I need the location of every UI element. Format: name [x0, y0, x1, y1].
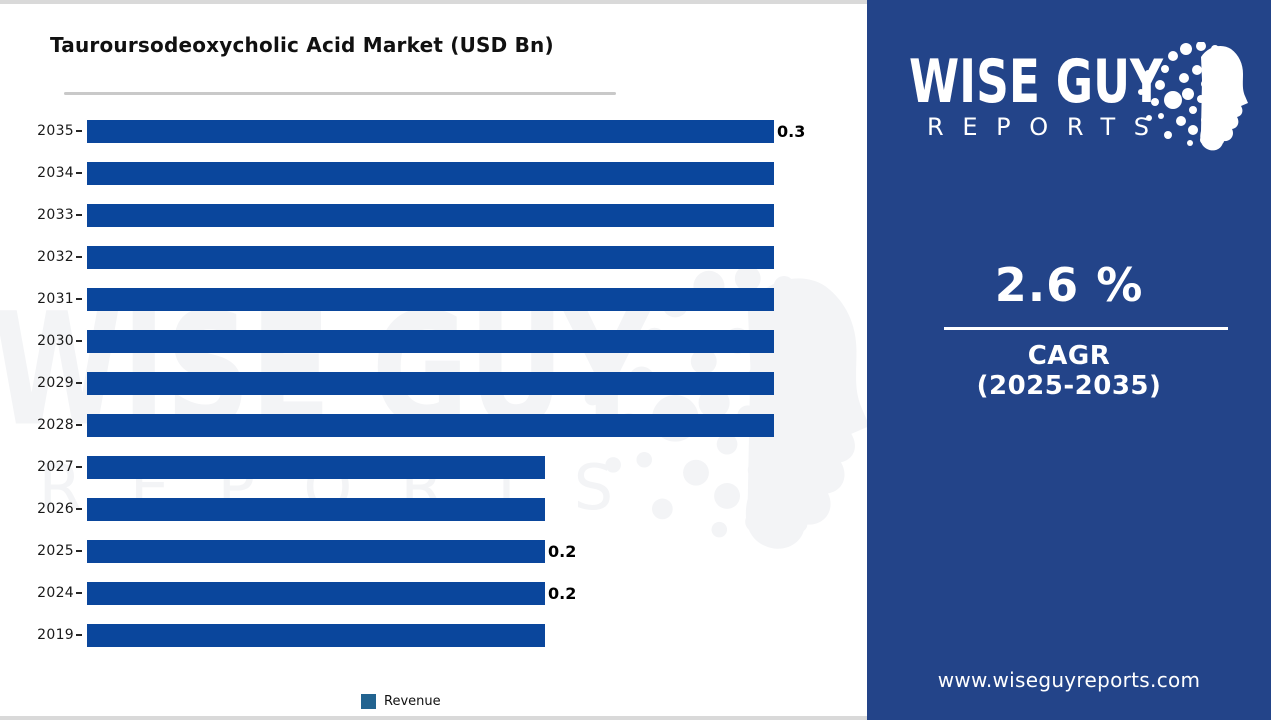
cagr-divider [944, 327, 1228, 330]
revenue-bar [87, 161, 774, 185]
y-axis-tick [76, 214, 82, 216]
revenue-bar [87, 539, 545, 563]
bar-row: 2025 0.2 [0, 530, 867, 572]
y-axis-tick [76, 382, 82, 384]
bar-value-label: 0.3 [777, 121, 806, 141]
legend: Revenue [361, 694, 441, 709]
bottom-border-strip [0, 716, 867, 720]
bar-row: 2033 [0, 194, 867, 236]
y-axis-tick-label: 2034 [37, 165, 74, 181]
bar-row: 2029 [0, 362, 867, 404]
revenue-bar [87, 371, 774, 395]
revenue-bar [87, 413, 774, 437]
y-axis-tick [76, 592, 82, 594]
y-axis-tick-label: 2019 [37, 627, 74, 643]
y-axis-tick [76, 508, 82, 510]
y-axis-tick-label: 2026 [37, 501, 74, 517]
revenue-bar [87, 119, 774, 143]
bar-row: 2027 [0, 446, 867, 488]
bar-row: 2026 [0, 488, 867, 530]
bar-row: 2024 0.2 [0, 572, 867, 614]
y-axis-tick [76, 340, 82, 342]
revenue-bar [87, 245, 774, 269]
website-url: www.wiseguyreports.com [937, 668, 1201, 692]
y-axis-tick-label: 2030 [37, 333, 74, 349]
y-axis-tick-label: 2029 [37, 375, 74, 391]
y-axis-tick [76, 634, 82, 636]
bar-row: 2031 [0, 278, 867, 320]
y-axis-tick [76, 466, 82, 468]
title-divider [64, 92, 616, 95]
bar-value-label: 0.2 [548, 541, 577, 561]
wiseguy-logo [909, 42, 1249, 157]
y-axis-tick [76, 550, 82, 552]
bar-row: 2028 [0, 404, 867, 446]
chart-panel: Tauroursodeoxycholic Acid Market (USD Bn… [0, 0, 867, 720]
revenue-bar [87, 287, 774, 311]
bar-row: 2019 [0, 614, 867, 656]
y-axis-tick [76, 298, 82, 300]
y-axis-tick [76, 256, 82, 258]
legend-swatch [361, 694, 376, 709]
y-axis-tick-label: 2033 [37, 207, 74, 223]
legend-label: Revenue [384, 694, 441, 709]
y-axis-tick-label: 2031 [37, 291, 74, 307]
bar-chart: 2035 0.3 2034 2033 2032 2031 2030 2029 2028 2027 2… [0, 110, 867, 656]
revenue-bar [87, 581, 545, 605]
y-axis-tick-label: 2027 [37, 459, 74, 475]
y-axis-tick [76, 130, 82, 132]
bar-value-label: 0.2 [548, 583, 577, 603]
revenue-bar [87, 203, 774, 227]
bar-row: 2032 [0, 236, 867, 278]
bar-row: 2030 [0, 320, 867, 362]
y-axis-tick [76, 172, 82, 174]
revenue-bar [87, 623, 545, 647]
chart-title: Tauroursodeoxycholic Acid Market (USD Bn… [50, 33, 554, 57]
y-axis-tick-label: 2035 [37, 123, 74, 139]
y-axis-tick-label: 2032 [37, 249, 74, 265]
cagr-value: 2.6 % [994, 258, 1144, 312]
y-axis-tick-label: 2028 [37, 417, 74, 433]
cagr-range: (2025-2035) [976, 371, 1162, 401]
bar-row: 2035 0.3 [0, 110, 867, 152]
cagr-label: CAGR [1027, 341, 1111, 371]
top-border-strip [0, 0, 867, 4]
revenue-bar [87, 329, 774, 353]
brand-panel: 2.6 % CAGR (2025-2035) www.wiseguyreport… [867, 0, 1271, 720]
revenue-bar [87, 497, 545, 521]
y-axis-tick-label: 2024 [37, 585, 74, 601]
y-axis-tick-label: 2025 [37, 543, 74, 559]
revenue-bar [87, 455, 545, 479]
bar-row: 2034 [0, 152, 867, 194]
y-axis-tick [76, 424, 82, 426]
